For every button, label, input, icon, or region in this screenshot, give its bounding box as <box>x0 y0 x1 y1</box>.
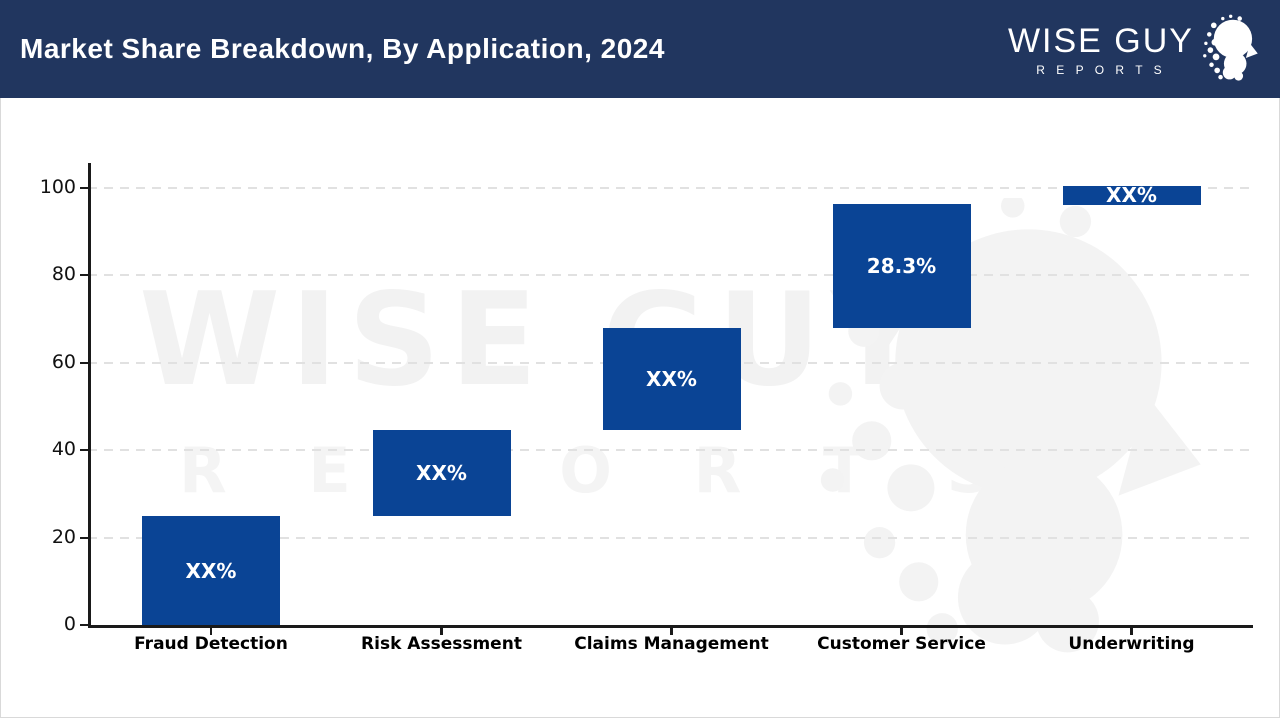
logo-face-icon <box>1203 14 1258 81</box>
header-banner: Market Share Breakdown, By Application, … <box>0 0 1280 98</box>
gridline-80 <box>88 274 1253 276</box>
x-tick-2 <box>670 627 673 635</box>
y-tick-40 <box>80 449 88 451</box>
bar-fraud-detection: XX% <box>142 516 280 625</box>
bar-value-label: XX% <box>1106 183 1157 208</box>
y-tick-0 <box>80 624 88 626</box>
bar-value-label: XX% <box>646 366 697 391</box>
x-axis-line <box>88 625 1253 628</box>
y-tick-label-20: 20 <box>51 525 76 548</box>
bar-risk-assessment: XX% <box>372 429 511 517</box>
bar-customer-service: 28.3% <box>832 204 971 328</box>
wise-guy-logo: WISE GUY R E P O R T S <box>1008 10 1260 88</box>
gridline-20 <box>88 536 1253 539</box>
x-category-label-0: Fraud Detection <box>134 634 288 654</box>
logo-subtitle: R E P O R T S <box>1036 63 1166 77</box>
x-tick-1 <box>440 627 443 635</box>
bar-value-label: 28.3% <box>866 254 937 279</box>
x-tick-3 <box>900 627 903 635</box>
x-tick-4 <box>1130 627 1133 635</box>
y-tick-label-100: 100 <box>39 175 76 198</box>
y-axis-line <box>88 163 91 628</box>
gridline-40 <box>88 449 1253 451</box>
y-tick-label-40: 40 <box>51 438 76 460</box>
gridline-100 <box>88 186 1253 189</box>
logo-wordmark: WISE GUY <box>1007 22 1194 60</box>
bar-value-label: XX% <box>416 460 467 485</box>
x-tick-0 <box>209 627 213 635</box>
bar-claims-management: XX% <box>602 327 741 430</box>
x-category-label-3: Customer Service <box>817 634 986 654</box>
x-category-label-2: Claims Management <box>574 634 769 654</box>
bar-underwriting: XX% <box>1062 183 1201 208</box>
y-tick-100 <box>80 186 88 189</box>
y-tick-label-60: 60 <box>51 350 76 373</box>
watermark-wordmark: WISE GUY <box>139 266 934 415</box>
logo-text: WISE GUY R E P O R T S <box>1008 21 1194 77</box>
y-tick-label-0: 0 <box>63 613 76 635</box>
bar-value-label: XX% <box>185 558 237 583</box>
x-category-label-1: Risk Assessment <box>361 634 522 654</box>
y-tick-label-80: 80 <box>51 263 76 285</box>
chart-area: WISE GUY R E P O R T S 0 20 40 60 80 100 XX% XX… <box>0 98 1280 718</box>
page-title: Market Share Breakdown, By Application, … <box>20 33 665 64</box>
y-tick-80 <box>80 274 88 276</box>
y-tick-20 <box>80 536 88 539</box>
y-tick-60 <box>80 361 88 364</box>
x-category-label-4: Underwriting <box>1068 634 1195 654</box>
